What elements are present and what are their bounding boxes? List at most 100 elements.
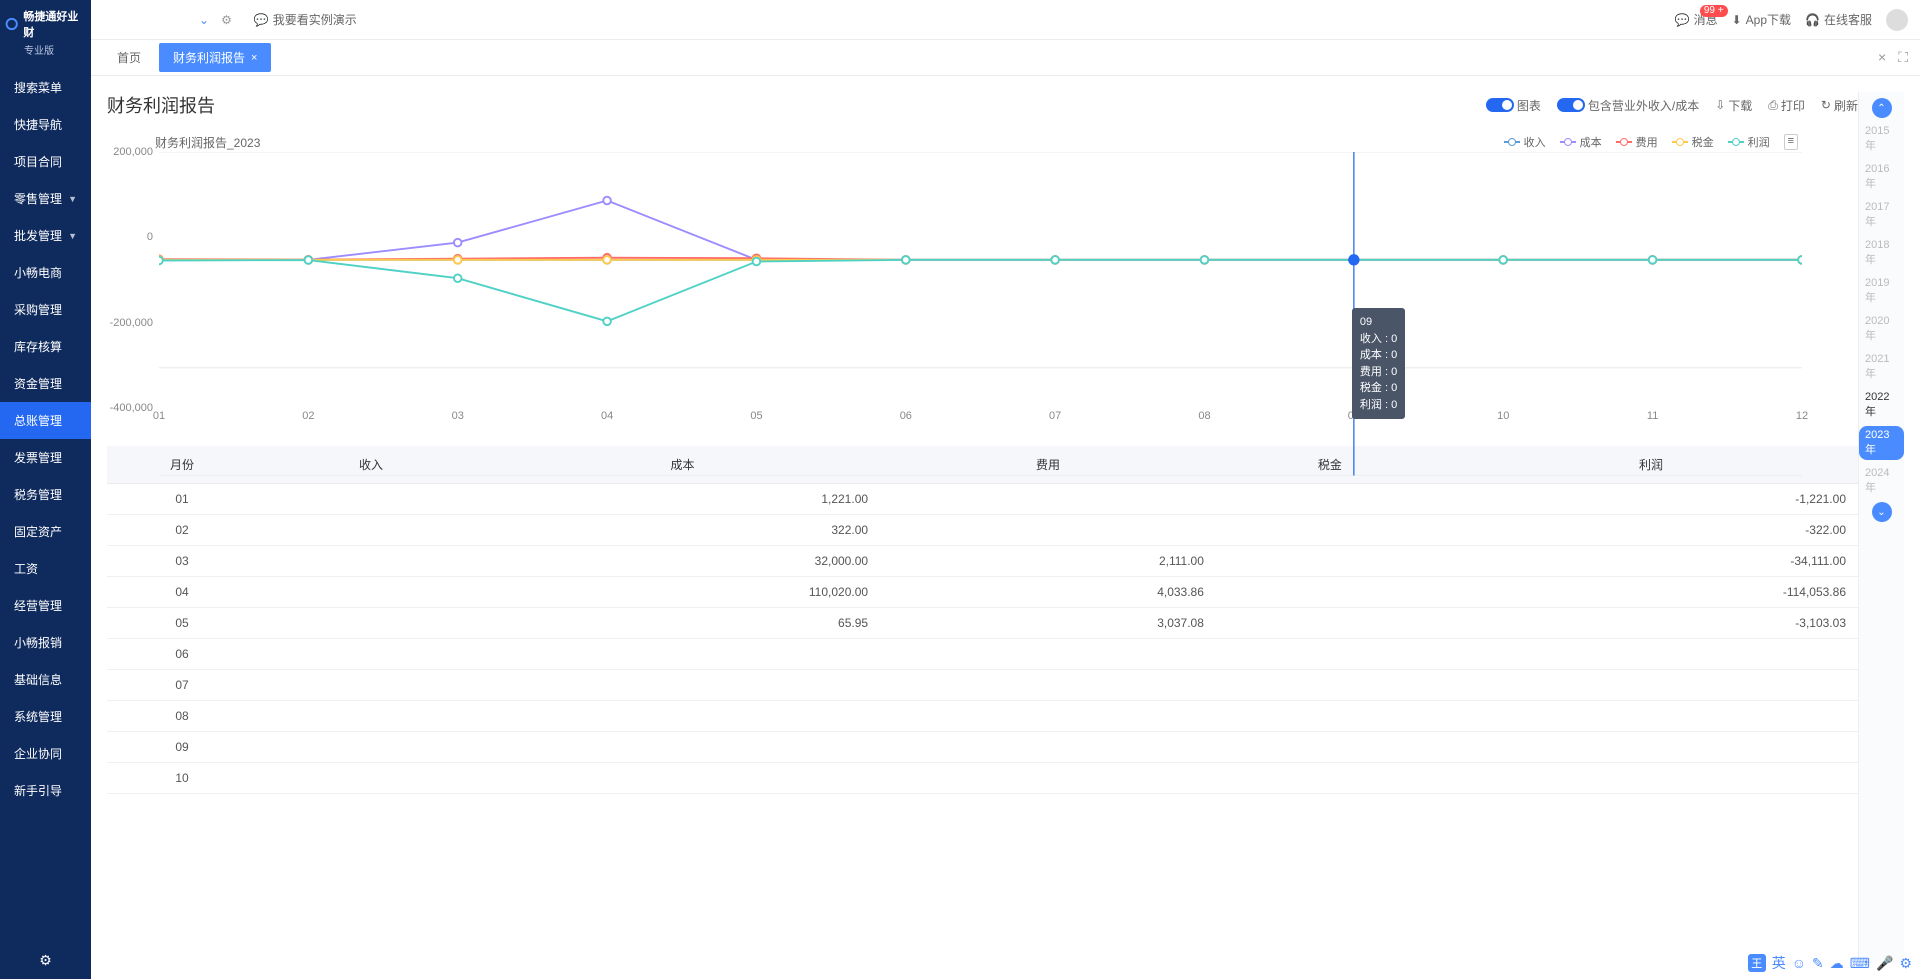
customer-service-button[interactable]: 🎧 在线客服 bbox=[1805, 11, 1872, 28]
x-axis-tick: 03 bbox=[452, 410, 464, 422]
topbar: ⌄ ⚙ 💬 我要看实例演示 💬 消息 99 + ⬇ App下载 bbox=[91, 0, 1920, 40]
settings-icon[interactable]: ⚙ bbox=[0, 942, 91, 979]
table-cell: -3,103.03 bbox=[1444, 608, 1858, 639]
table-cell bbox=[880, 670, 1216, 701]
legend-expand-icon[interactable]: ≡ bbox=[1784, 134, 1798, 150]
ime-toolbar[interactable]: 王 英 ☺ ✎ ☁ ⌨ 🎤 ⚙ bbox=[1748, 953, 1912, 973]
table-cell bbox=[1216, 670, 1444, 701]
legend-item[interactable]: .lg-mark[style*='#5b9bd5']::after{border… bbox=[1504, 134, 1546, 150]
year-option[interactable]: 2019年 bbox=[1859, 274, 1904, 308]
year-option[interactable]: 2024年 bbox=[1859, 464, 1904, 498]
print-button[interactable]: ⎙打印 bbox=[1768, 97, 1805, 114]
table-cell bbox=[257, 577, 485, 608]
nav-item[interactable]: 项目合同 bbox=[0, 143, 91, 180]
chart-legend: .lg-mark[style*='#5b9bd5']::after{border… bbox=[1504, 134, 1798, 150]
data-table-container: 月份收入成本费用税金利润011,221.00-1,221.0002322.00-… bbox=[107, 446, 1858, 963]
app-download-button[interactable]: ⬇ App下载 bbox=[1732, 11, 1791, 28]
table-row: 08 bbox=[107, 701, 1858, 732]
nav-item[interactable]: 经营管理 bbox=[0, 587, 91, 624]
demo-link[interactable]: 💬 我要看实例演示 bbox=[254, 11, 357, 28]
table-cell: 07 bbox=[107, 670, 257, 701]
table-cell bbox=[1216, 546, 1444, 577]
x-axis-tick: 12 bbox=[1796, 410, 1808, 422]
nav-item[interactable]: 快捷导航 bbox=[0, 106, 91, 143]
download-button[interactable]: ⇩下载 bbox=[1715, 97, 1752, 114]
avatar bbox=[1886, 9, 1908, 31]
messages-button[interactable]: 💬 消息 99 + bbox=[1675, 11, 1718, 28]
year-option[interactable]: 2021年 bbox=[1859, 350, 1904, 384]
table-cell bbox=[1444, 701, 1858, 732]
ime-keyboard-icon[interactable]: ⌨ bbox=[1850, 955, 1870, 972]
x-axis-tick: 01 bbox=[153, 410, 165, 422]
table-cell bbox=[880, 639, 1216, 670]
legend-item[interactable]: .lg-mark[style*='#4fd1c5']::after{border… bbox=[1728, 134, 1770, 150]
ime-settings-icon[interactable]: ⚙ bbox=[1899, 955, 1912, 972]
nav-item[interactable]: 企业协同 bbox=[0, 735, 91, 772]
table-cell bbox=[1216, 484, 1444, 515]
year-option[interactable]: 2017年 bbox=[1859, 198, 1904, 232]
gear-icon[interactable]: ⚙ bbox=[221, 13, 232, 27]
refresh-button[interactable]: ↻刷新 bbox=[1821, 97, 1858, 114]
ime-edit-icon[interactable]: ✎ bbox=[1812, 955, 1824, 972]
toggle-extra-income[interactable]: 包含营业外收入/成本 bbox=[1557, 97, 1699, 114]
nav-item[interactable]: 资金管理 bbox=[0, 365, 91, 402]
year-scroll-down-button[interactable]: ⌄ bbox=[1872, 502, 1892, 522]
table-cell: -34,111.00 bbox=[1444, 546, 1858, 577]
org-selector[interactable]: ⌄ ⚙ bbox=[103, 13, 232, 27]
refresh-icon: ↻ bbox=[1821, 98, 1831, 112]
nav-item[interactable]: 零售管理▼ bbox=[0, 180, 91, 217]
year-selector-rail: ⌃ 2015年 2016年 2017年 2018年 2019年 2020年 2021年 202… bbox=[1858, 92, 1904, 963]
legend-item[interactable]: .lg-mark[style*='#ff6b6b']::after{border… bbox=[1616, 134, 1658, 150]
nav-item[interactable]: 小畅报销 bbox=[0, 624, 91, 661]
x-axis-tick: 04 bbox=[601, 410, 613, 422]
x-axis-tick: 06 bbox=[900, 410, 912, 422]
year-option[interactable]: 2018年 bbox=[1859, 236, 1904, 270]
year-option[interactable]: 2022年 bbox=[1859, 388, 1904, 422]
nav-item[interactable]: 采购管理 bbox=[0, 291, 91, 328]
ime-lang[interactable]: 英 bbox=[1772, 953, 1786, 973]
ime-cloud-icon[interactable]: ☁ bbox=[1830, 955, 1844, 972]
nav-item[interactable]: 基础信息 bbox=[0, 661, 91, 698]
chat-icon: 💬 bbox=[254, 13, 269, 27]
fullscreen-icon[interactable]: ⛶ bbox=[1898, 49, 1908, 66]
nav-item[interactable]: 固定资产 bbox=[0, 513, 91, 550]
year-option[interactable]: 2020年 bbox=[1859, 312, 1904, 346]
table-cell bbox=[1216, 763, 1444, 794]
nav-item[interactable]: 新手引导 bbox=[0, 772, 91, 809]
user-menu[interactable] bbox=[1886, 9, 1908, 31]
year-option[interactable]: 2015年 bbox=[1859, 122, 1904, 156]
ime-emoji-icon[interactable]: ☺ bbox=[1792, 955, 1806, 971]
close-icon[interactable]: × bbox=[251, 52, 257, 64]
nav-item[interactable]: 小畅电商 bbox=[0, 254, 91, 291]
x-axis-tick: 11 bbox=[1647, 410, 1658, 422]
y-axis-tick: -200,000 bbox=[110, 317, 153, 329]
table-cell bbox=[1444, 732, 1858, 763]
table-cell: 2,111.00 bbox=[880, 546, 1216, 577]
ime-mic-icon[interactable]: 🎤 bbox=[1876, 955, 1893, 972]
table-row: 02322.00-322.00 bbox=[107, 515, 1858, 546]
nav-item[interactable]: 发票管理 bbox=[0, 439, 91, 476]
nav-item[interactable]: 系统管理 bbox=[0, 698, 91, 735]
tab-home[interactable]: 首页 bbox=[103, 43, 155, 72]
table-cell: 110,020.00 bbox=[485, 577, 880, 608]
toggle-chart[interactable]: 图表 bbox=[1486, 97, 1541, 114]
nav-item[interactable]: 税务管理 bbox=[0, 476, 91, 513]
nav-item[interactable]: 批发管理▼ bbox=[0, 217, 91, 254]
year-scroll-up-button[interactable]: ⌃ bbox=[1872, 98, 1892, 118]
nav-item[interactable]: 库存核算 bbox=[0, 328, 91, 365]
tab-financial-profit-report[interactable]: 财务利润报告 × bbox=[159, 43, 271, 72]
nav-item[interactable]: 工资 bbox=[0, 550, 91, 587]
year-option[interactable]: 2016年 bbox=[1859, 160, 1904, 194]
table-cell bbox=[1216, 732, 1444, 763]
nav-item[interactable]: 搜索菜单 bbox=[0, 69, 91, 106]
nav-item[interactable]: 总账管理 bbox=[0, 402, 91, 439]
table-cell: 322.00 bbox=[485, 515, 880, 546]
table-cell: 4,033.86 bbox=[880, 577, 1216, 608]
table-cell bbox=[485, 763, 880, 794]
legend-item[interactable]: .lg-mark[style*='#9b8cff']::after{border… bbox=[1560, 134, 1602, 150]
tabs-close-all-icon[interactable]: × bbox=[1878, 49, 1886, 66]
chevron-down-icon: ▼ bbox=[68, 231, 77, 241]
table-cell bbox=[1216, 577, 1444, 608]
legend-item[interactable]: .lg-mark[style*='#ffc94a']::after{border… bbox=[1672, 134, 1714, 150]
year-option[interactable]: 2023年 bbox=[1859, 426, 1904, 460]
